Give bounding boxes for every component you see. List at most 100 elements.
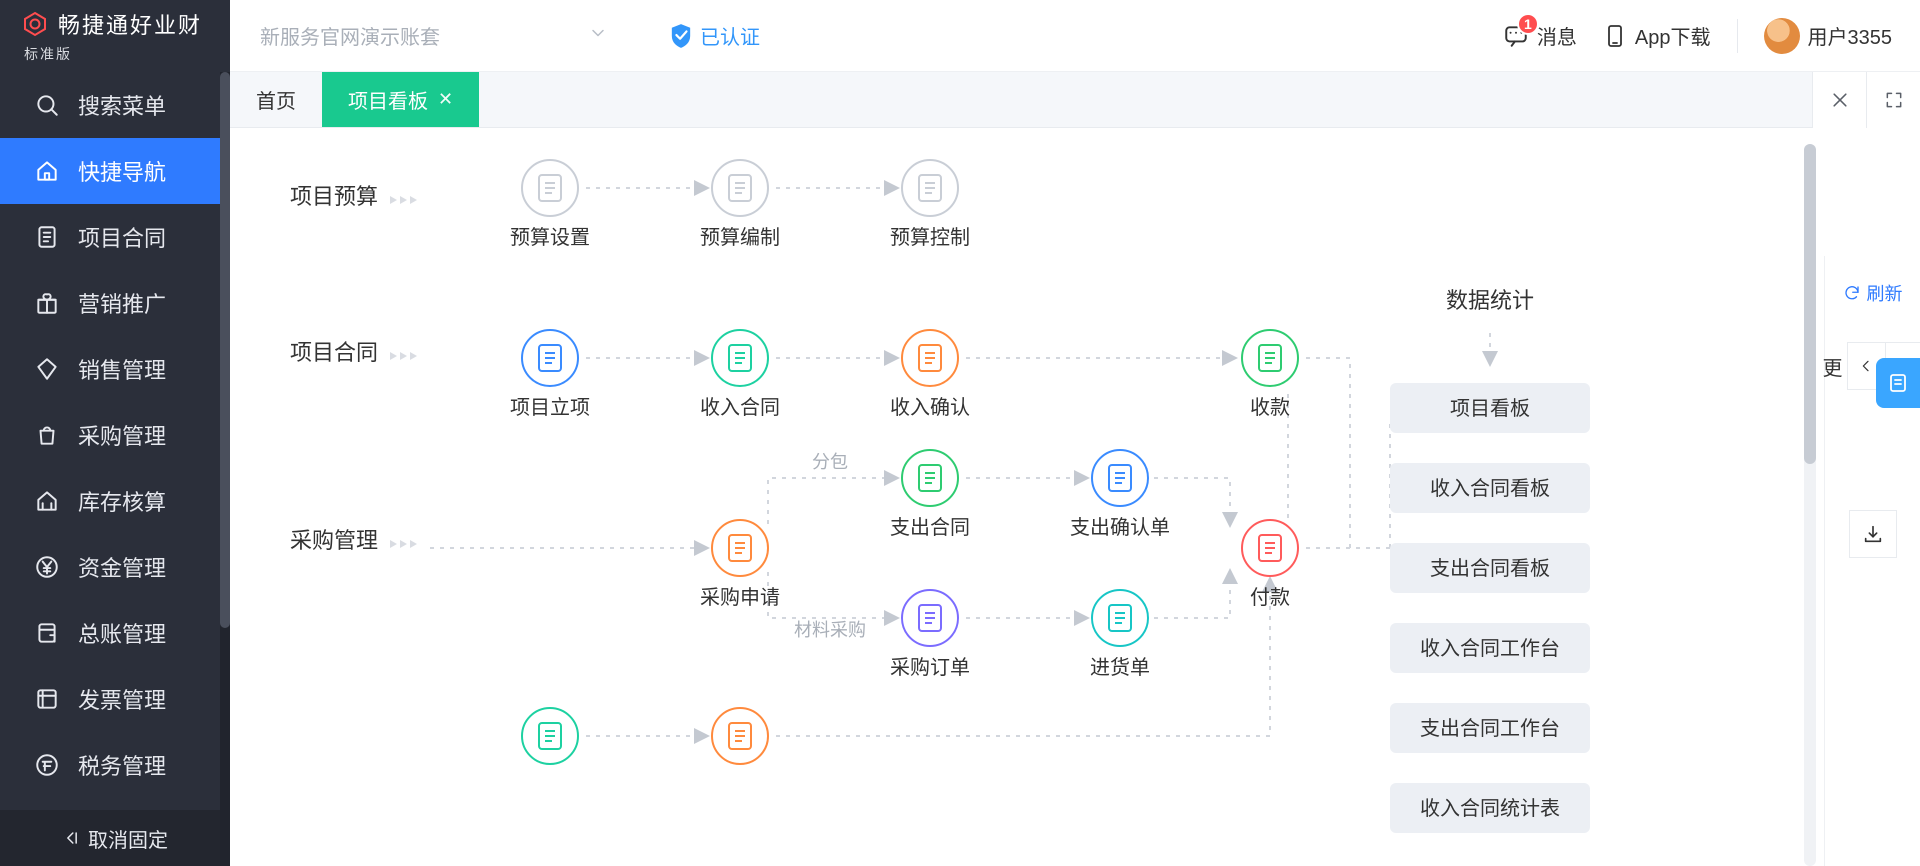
messages-button[interactable]: 1 消息 — [1503, 21, 1577, 50]
account-select[interactable]: 新服务官网演示账套 — [260, 14, 620, 58]
flow-node-label-receipt: 收款 — [1250, 396, 1290, 419]
rail-hint-char: 更 — [1821, 352, 1843, 381]
flow-node-label-budget_compile: 预算编制 — [700, 226, 780, 249]
flow-node-label-purchase_req: 采购申请 — [700, 586, 780, 609]
collapse-icon — [62, 828, 82, 848]
svg-text:分包: 分包 — [812, 452, 848, 472]
sidebar-item-project[interactable]: 项目合同 — [0, 204, 230, 270]
sidebar-item-label: 发票管理 — [78, 683, 166, 715]
refresh-icon — [1843, 284, 1861, 302]
ledger-icon — [34, 620, 60, 646]
svg-text:材料采购: 材料采购 — [794, 620, 866, 640]
tab-close-all-button[interactable] — [1812, 72, 1866, 128]
project-flowchart: 项目预算项目合同采购管理分包材料采购预算设置预算编制预算控制项目立项收入合同收入… — [230, 128, 1800, 866]
flow-node-label-expense_confirm: 支出确认单 — [1070, 516, 1170, 539]
invoice-icon — [34, 686, 60, 712]
sidebar-item-quicknav[interactable]: 快捷导航 — [0, 138, 230, 204]
sidebar-scrollbar[interactable] — [220, 72, 230, 866]
app-download-button[interactable]: App下载 — [1603, 21, 1711, 50]
flow-row-label: 采购管理 — [290, 528, 378, 553]
stats-button-label-2: 支出合同看板 — [1430, 557, 1550, 580]
brand-subtitle: 标准版 — [24, 44, 72, 64]
flow-node-label-proj_init: 项目立项 — [510, 396, 590, 419]
yen-icon — [34, 554, 60, 580]
sidebar-unpin-label: 取消固定 — [88, 824, 168, 853]
tab-label: 项目看板 — [348, 85, 428, 114]
tax-icon — [34, 752, 60, 778]
tab-bar: 首页 项目看板 ✕ — [230, 72, 1920, 128]
canvas-scrollbar-thumb[interactable] — [1804, 144, 1816, 464]
search-icon — [34, 92, 60, 118]
flow-node-label-payment: 付款 — [1250, 586, 1290, 609]
stats-button-label-0: 项目看板 — [1450, 397, 1530, 420]
bag-icon — [34, 422, 60, 448]
sidebar-item-label: 搜索菜单 — [78, 89, 166, 121]
close-icon — [1830, 90, 1850, 110]
download-icon — [1862, 523, 1884, 545]
home-icon — [34, 158, 60, 184]
right-rail: 刷新 更 — [1824, 256, 1920, 866]
sidebar-scrollbar-thumb[interactable] — [220, 72, 230, 628]
avatar-icon — [1764, 18, 1800, 54]
verified-label: 已认证 — [700, 21, 760, 50]
refresh-label: 刷新 — [1867, 280, 1903, 306]
fullscreen-button[interactable] — [1866, 72, 1920, 128]
messages-label: 消息 — [1537, 21, 1577, 50]
header-divider — [1737, 19, 1738, 53]
chevron-down-icon — [588, 23, 608, 49]
sidebar-unpin-button[interactable]: 取消固定 — [0, 810, 230, 866]
sidebar-item-invoice[interactable]: 发票管理 — [0, 666, 230, 732]
app-download-label: App下载 — [1635, 21, 1711, 50]
sidebar-item-label: 库存核算 — [78, 485, 166, 517]
brand-title: 畅捷通好业财 — [58, 8, 202, 40]
sidebar-item-market[interactable]: 营销推广 — [0, 270, 230, 336]
brand-block: 畅捷通好业财 标准版 — [0, 0, 230, 72]
user-menu[interactable]: 用户3355 — [1764, 18, 1893, 54]
verified-badge: 已认证 — [670, 21, 760, 50]
sidebar-item-tax[interactable]: 税务管理 — [0, 732, 230, 798]
sidebar-item-label: 资金管理 — [78, 551, 166, 583]
flow-node-label-income_confirm: 收入确认 — [890, 396, 970, 419]
diamond-icon — [34, 356, 60, 382]
sidebar-item-purchase[interactable]: 采购管理 — [0, 402, 230, 468]
sidebar-item-inventory[interactable]: 库存核算 — [0, 468, 230, 534]
flow-row-label: 项目预算 — [290, 184, 378, 209]
canvas-scrollbar[interactable] — [1804, 144, 1816, 866]
sidebar-item-ledger[interactable]: 总账管理 — [0, 600, 230, 666]
sidebar: 搜索菜单快捷导航项目合同营销推广销售管理采购管理库存核算资金管理总账管理发票管理… — [0, 72, 230, 810]
house-icon — [34, 488, 60, 514]
stats-button-label-5: 收入合同统计表 — [1420, 797, 1560, 820]
rail-export-button[interactable] — [1849, 510, 1897, 558]
flow-row-label: 项目合同 — [290, 340, 378, 365]
tab-close-icon[interactable]: ✕ — [438, 89, 453, 110]
doc-icon — [34, 224, 60, 250]
floating-feedback-button[interactable] — [1876, 358, 1920, 408]
sidebar-item-label: 项目合同 — [78, 221, 166, 253]
sidebar-item-sales[interactable]: 销售管理 — [0, 336, 230, 402]
shield-icon — [670, 23, 692, 49]
flow-node-label-goods_in: 进货单 — [1090, 656, 1150, 679]
stats-button-label-1: 收入合同看板 — [1430, 477, 1550, 500]
tab-首页[interactable]: 首页 — [230, 72, 322, 127]
messages-badge: 1 — [1517, 13, 1539, 35]
sidebar-item-label: 采购管理 — [78, 419, 166, 451]
tab-label: 首页 — [256, 85, 296, 114]
phone-icon — [1603, 23, 1627, 49]
stats-button-label-4: 支出合同工作台 — [1420, 717, 1560, 740]
sidebar-item-label: 快捷导航 — [78, 155, 166, 187]
fullscreen-icon — [1884, 90, 1904, 110]
sidebar-item-search[interactable]: 搜索菜单 — [0, 72, 230, 138]
refresh-button[interactable]: 刷新 — [1843, 280, 1903, 306]
sidebar-item-label: 税务管理 — [78, 749, 166, 781]
sidebar-item-fund[interactable]: 资金管理 — [0, 534, 230, 600]
flow-node-label-budget_setting: 预算设置 — [510, 226, 590, 249]
brand-logo-icon — [22, 11, 48, 37]
note-icon — [1886, 371, 1910, 395]
flow-node-label-purchase_order: 采购订单 — [890, 656, 970, 679]
chevron-left-icon — [1858, 358, 1874, 374]
flow-node-label-expense_contract: 支出合同 — [890, 516, 970, 539]
user-label: 用户3355 — [1808, 21, 1893, 50]
stats-button-label-3: 收入合同工作台 — [1420, 637, 1560, 660]
tab-项目看板[interactable]: 项目看板 ✕ — [322, 72, 479, 127]
sidebar-item-label: 营销推广 — [78, 287, 166, 319]
